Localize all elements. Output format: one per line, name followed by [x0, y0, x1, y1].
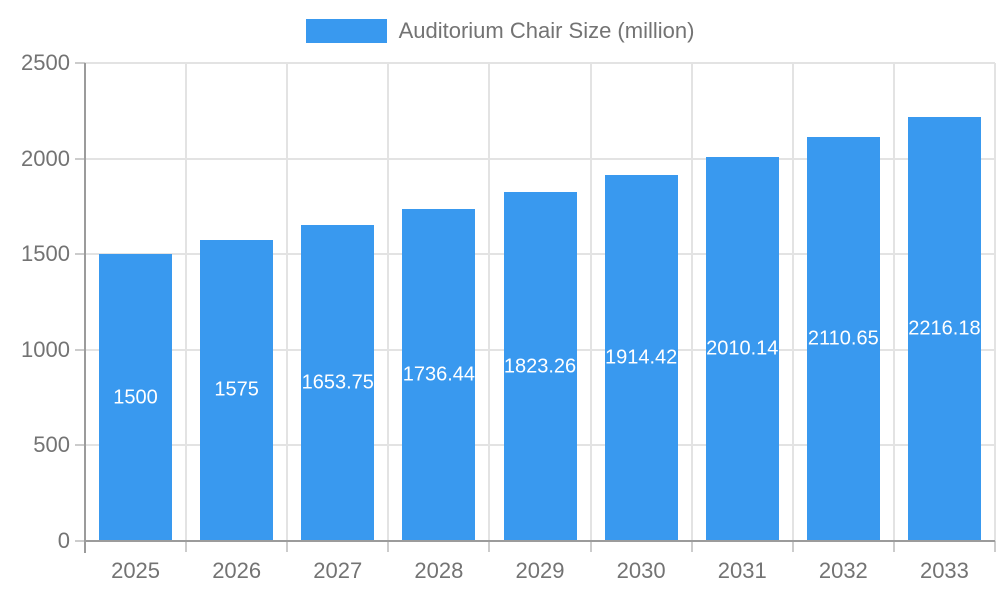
bar-value-label: 1653.75 [301, 371, 374, 394]
x-axis-tick [387, 541, 390, 552]
bar-2030[interactable]: 1914.42 [604, 174, 678, 541]
bar-value-label: 1914.42 [604, 346, 678, 369]
gridline-vertical [791, 63, 794, 541]
y-axis-tick [75, 444, 85, 447]
gridline-vertical [892, 63, 895, 541]
bar-value-label: 1823.26 [503, 355, 577, 378]
bar-value-label: 1736.44 [402, 363, 476, 386]
y-axis-label: 500 [33, 432, 70, 458]
x-axis-label-2028: 2028 [414, 558, 464, 583]
x-axis-label-2029: 2029 [515, 558, 565, 583]
bar-value-label: 2110.65 [807, 327, 879, 350]
x-axis-tick [286, 541, 289, 552]
y-axis-tick [75, 157, 85, 160]
x-axis-label-2030: 2030 [616, 558, 666, 583]
x-axis-label-2025: 2025 [111, 558, 161, 583]
gridline-vertical [185, 63, 188, 541]
gridline-vertical [387, 63, 390, 541]
y-axis-tick [75, 348, 85, 351]
bar-value-label: 1500 [113, 386, 158, 409]
bar-2029[interactable]: 1823.26 [503, 192, 577, 541]
bar-2026[interactable]: 1575 [200, 239, 274, 541]
gridline-vertical [690, 63, 693, 541]
x-axis-line [85, 540, 995, 542]
gridline-vertical [286, 63, 289, 541]
y-axis-label: 2000 [21, 145, 70, 171]
legend[interactable]: Auditorium Chair Size (million) [0, 19, 1000, 43]
y-axis-tick [75, 540, 85, 542]
x-axis-label-2026: 2026 [212, 558, 262, 583]
gridline-horizontal [85, 157, 995, 160]
gridline-vertical [994, 63, 996, 541]
bar-2028[interactable]: 1736.44 [402, 208, 476, 541]
bar-value-label: 2216.18 [908, 317, 981, 340]
x-axis-label-2032: 2032 [818, 558, 868, 583]
x-axis-tick [488, 541, 491, 552]
bar-2031[interactable]: 2010.14 [705, 156, 779, 541]
y-axis-label: 1000 [21, 336, 70, 362]
bar-2033[interactable]: 2216.18 [907, 117, 981, 541]
bar-2025[interactable]: 1500 [99, 254, 173, 541]
x-axis-label-2031: 2031 [717, 558, 767, 583]
gridline-vertical [589, 63, 592, 541]
bar-2027[interactable]: 1653.75 [301, 224, 375, 541]
gridline-vertical [488, 63, 491, 541]
x-axis-tick [994, 541, 996, 552]
y-axis-label: 1500 [21, 241, 70, 267]
legend-swatch-icon [305, 19, 387, 43]
gridline-horizontal [85, 62, 995, 64]
y-axis-label: 2500 [21, 50, 70, 75]
bar-value-label: 1575 [214, 378, 259, 401]
x-axis-tick [892, 541, 895, 552]
x-axis-label-2027: 2027 [313, 558, 363, 583]
x-axis-tick [690, 541, 693, 552]
y-axis-line [84, 63, 86, 553]
x-axis-tick [791, 541, 794, 552]
x-axis-tick [185, 541, 188, 552]
bar-2032[interactable]: 2110.65 [806, 137, 880, 541]
legend-label: Auditorium Chair Size (million) [398, 18, 695, 43]
y-axis-tick [75, 62, 85, 64]
x-axis-label-2033: 2033 [919, 558, 969, 583]
y-axis-label: 0 [57, 528, 70, 553]
x-axis-tick [589, 541, 592, 552]
y-axis-tick [75, 253, 85, 256]
bar-value-label: 2010.14 [706, 337, 779, 360]
